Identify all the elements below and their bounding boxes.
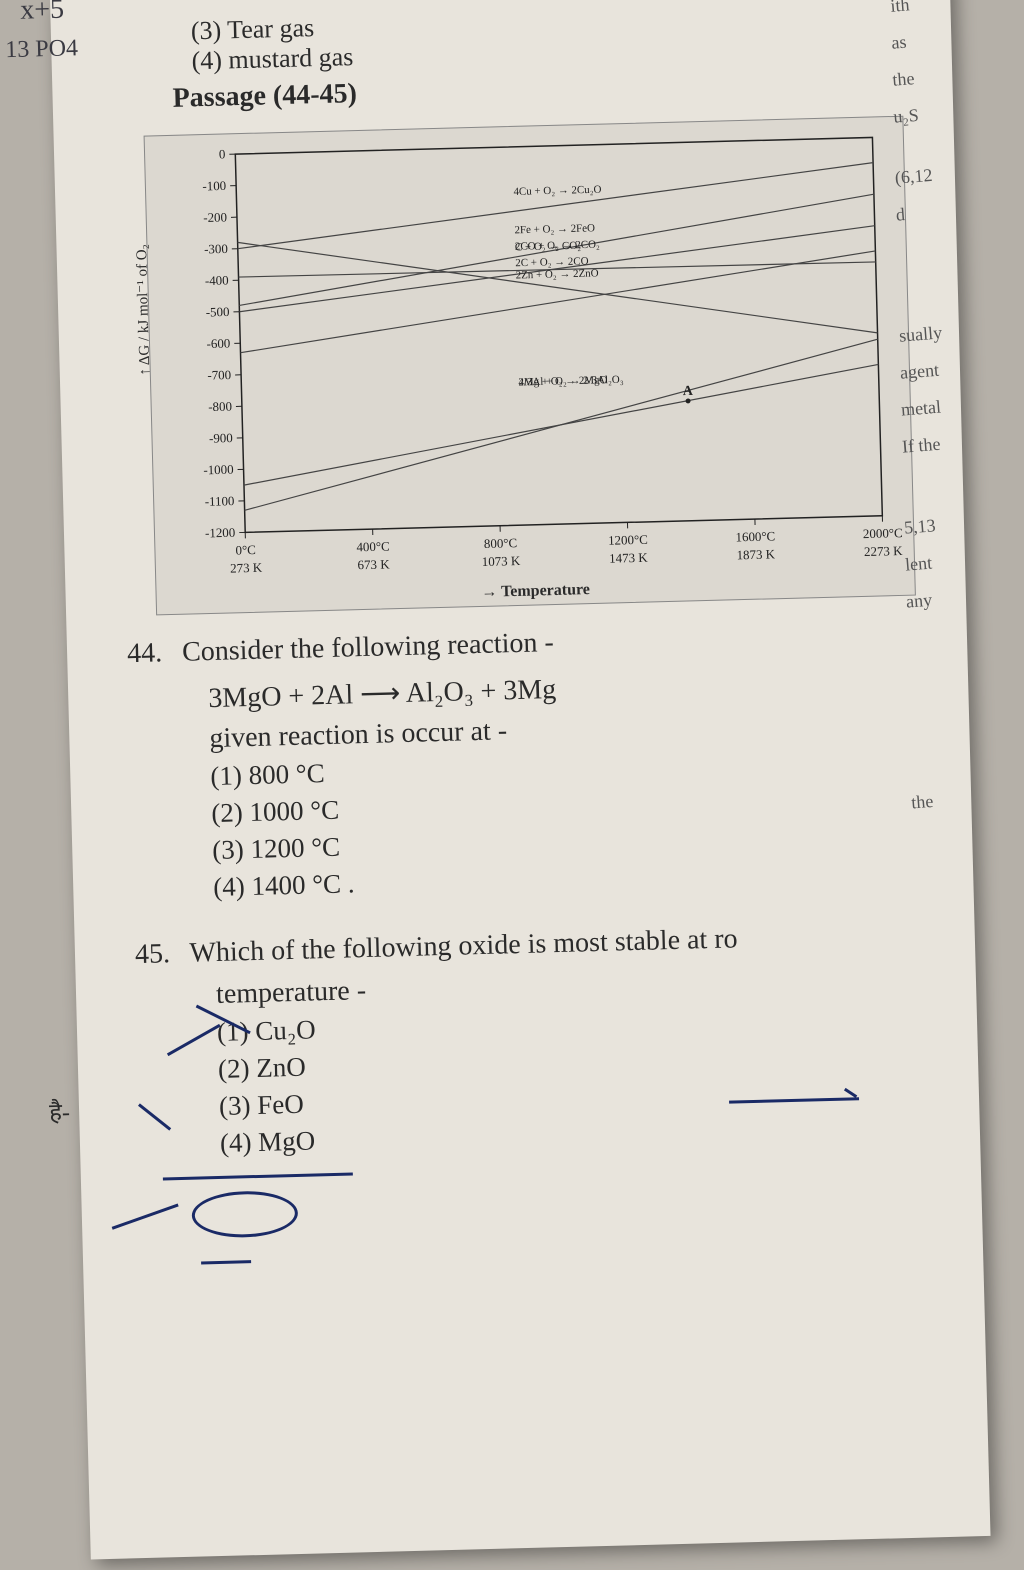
svg-text:1073 K: 1073 K (482, 553, 521, 569)
svg-text:-200: -200 (203, 209, 227, 225)
svg-text:2CO + O₂ → 2CO₂: 2CO + O₂ → 2CO₂ (515, 239, 600, 253)
svg-text:A: A (683, 384, 693, 399)
x-axis-label: Temperature (481, 581, 590, 602)
q45-stem: Which of the following oxide is most sta… (189, 923, 738, 968)
y-axis-label: ↑ ΔG / kJ mol⁻¹ of O₂ (132, 244, 154, 376)
q44-number: 44. (127, 633, 176, 675)
page: x+5 13 PO4 (3) Tear gas (4) mustard gas … (50, 0, 991, 1559)
svg-text:0°C: 0°C (235, 542, 256, 558)
svg-text:1600°C: 1600°C (735, 528, 775, 544)
handwriting-2: 13 PO4 (5, 35, 78, 64)
q45-number: 45. (134, 933, 183, 975)
svg-text:-100: -100 (202, 178, 226, 194)
svg-text:-1100: -1100 (205, 493, 235, 509)
q44-stem1: Consider the following reaction - (182, 627, 554, 668)
chart-svg: 0 -100 -200 -300 -400 -500 -600 -700 -800 -900 -10… (145, 117, 915, 615)
margin-word: u₂S (893, 101, 964, 127)
svg-text:-700: -700 (207, 367, 231, 383)
margin-word: agent (899, 357, 970, 383)
svg-text:-300: -300 (204, 241, 228, 257)
margin-word: the (911, 787, 982, 813)
margin-word: metal (900, 394, 971, 420)
pen-circle-cu2o-icon (191, 1190, 298, 1239)
svg-text:2Mg + O₂ → 2MgO: 2Mg + O₂ → 2MgO (518, 374, 607, 388)
margin-word: ith (890, 0, 961, 17)
margin-word: (6,12 (894, 162, 965, 188)
svg-text:1200°C: 1200°C (608, 532, 648, 548)
svg-text:800°C: 800°C (484, 535, 518, 551)
svg-text:1473 K: 1473 K (609, 550, 648, 566)
svg-text:-800: -800 (208, 399, 232, 415)
margin-word: the (892, 64, 963, 90)
pen-mark-45-icon (138, 1103, 171, 1130)
svg-text:4Cu + O₂ → 2Cu₂O: 4Cu + O₂ → 2Cu₂O (513, 184, 601, 198)
margin-word: sually (898, 320, 969, 346)
pen-underline-temperature-icon (163, 1172, 353, 1180)
pen-tick-cu2o-icon (112, 1204, 179, 1230)
margin-word: If the (901, 431, 972, 457)
svg-text:400°C: 400°C (356, 539, 390, 555)
svg-text:-600: -600 (206, 336, 230, 352)
dash-label: है- (49, 1095, 71, 1129)
svg-text:673 K: 673 K (357, 556, 390, 572)
pen-strike-zno-icon (201, 1260, 251, 1264)
svg-text:2273 K: 2273 K (864, 543, 903, 559)
svg-text:2Fe + O₂ → 2FeO: 2Fe + O₂ → 2FeO (514, 222, 595, 236)
svg-text:273 K: 273 K (230, 560, 263, 576)
svg-text:2Zn + O₂ → 2ZnO: 2Zn + O₂ → 2ZnO (516, 267, 599, 281)
svg-text:-1000: -1000 (203, 462, 234, 478)
svg-text:2000°C: 2000°C (863, 525, 903, 541)
margin-word: lent (904, 549, 975, 575)
svg-text:-900: -900 (209, 430, 233, 446)
svg-text:-500: -500 (206, 304, 230, 320)
margin-word: as (891, 27, 962, 53)
svg-text:1873 K: 1873 K (736, 546, 775, 562)
margin-word: any (905, 586, 976, 612)
margin-word: d (895, 199, 966, 225)
pen-tick-icon (167, 1024, 221, 1056)
handwriting-1: x+5 (20, 0, 65, 27)
ellingham-chart: 0 -100 -200 -300 -400 -500 -600 -700 -800 -900 -10… (144, 116, 916, 616)
svg-text:-1200: -1200 (205, 525, 236, 541)
margin-word: 5,13 (903, 512, 974, 538)
svg-text:-400: -400 (205, 272, 229, 288)
svg-text:0: 0 (219, 146, 226, 161)
